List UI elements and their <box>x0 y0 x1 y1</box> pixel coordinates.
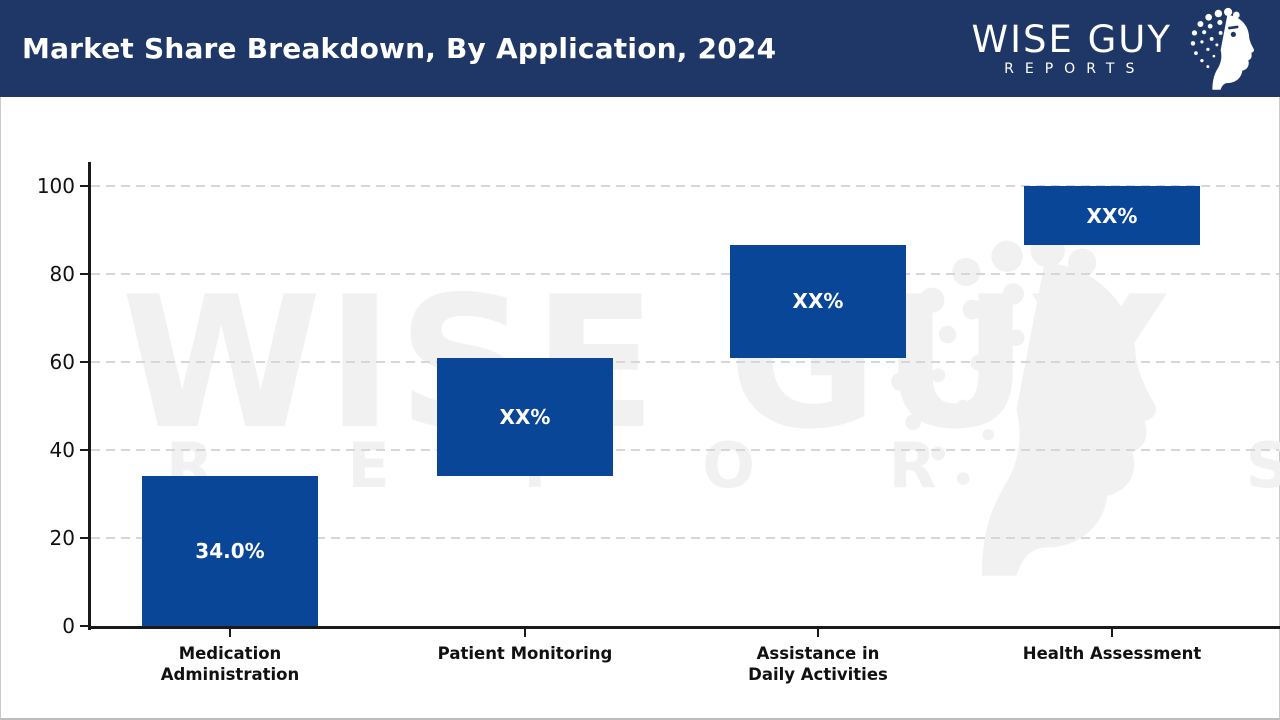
x-category-label: Health Assessment <box>1022 644 1202 663</box>
x-category-label: Assistance in Daily Activities <box>748 644 888 684</box>
y-tick-mark <box>80 449 88 451</box>
y-tick-mark <box>80 625 88 627</box>
page-title: Market Share Breakdown, By Application, … <box>22 32 777 65</box>
gridline-y-100 <box>91 185 1279 187</box>
x-tick-mark <box>1111 629 1113 637</box>
watermark-brand-name: WISE GUY <box>121 257 1170 469</box>
brand-name: WISE GUY <box>971 18 1172 61</box>
bar-segment: XX% <box>437 357 613 477</box>
header: Market Share Breakdown, By Application, … <box>0 0 1280 97</box>
y-tick-label: 0 <box>62 614 75 638</box>
x-tick-mark <box>524 629 526 637</box>
bar-segment: XX% <box>1024 186 1200 246</box>
y-tick-label: 20 <box>49 526 75 550</box>
bar-value-label: XX% <box>499 404 551 429</box>
bar-value-label: XX% <box>792 289 844 314</box>
brand-subname: REPORTS <box>1004 61 1146 77</box>
x-tick-mark <box>817 629 819 637</box>
x-tick-mark <box>229 629 231 637</box>
brand-logo-text: WISE GUY REPORTS <box>972 21 1172 76</box>
y-tick-label: 40 <box>49 438 75 462</box>
y-tick-label: 60 <box>49 350 75 374</box>
x-category-label: Patient Monitoring <box>437 644 613 663</box>
x-category-label: Medication Administration <box>160 644 300 684</box>
brand-logo: WISE GUY REPORTS <box>972 6 1264 92</box>
bar-value-label: 34.0% <box>195 539 265 564</box>
y-tick-label: 80 <box>49 262 75 286</box>
y-tick-mark <box>80 185 88 187</box>
gridline-y-80 <box>91 273 1279 275</box>
bar-segment: XX% <box>730 245 906 358</box>
chart-area: WISE GUY R E P O R T S 0 20 40 60 80 100 34.0%… <box>0 97 1280 720</box>
y-axis <box>88 162 91 630</box>
gridline-y-40 <box>91 449 1279 451</box>
head-dots-logo-icon <box>1190 7 1254 90</box>
y-tick-mark <box>80 361 88 363</box>
y-tick-mark <box>80 537 88 539</box>
y-tick-label: 100 <box>36 174 75 198</box>
gridline-y-60 <box>91 361 1279 363</box>
x-axis <box>88 626 1280 629</box>
y-tick-mark <box>80 273 88 275</box>
gridline-y-20 <box>91 537 1279 539</box>
bar-value-label: XX% <box>1086 203 1138 228</box>
bar-segment: 34.0% <box>142 476 318 626</box>
